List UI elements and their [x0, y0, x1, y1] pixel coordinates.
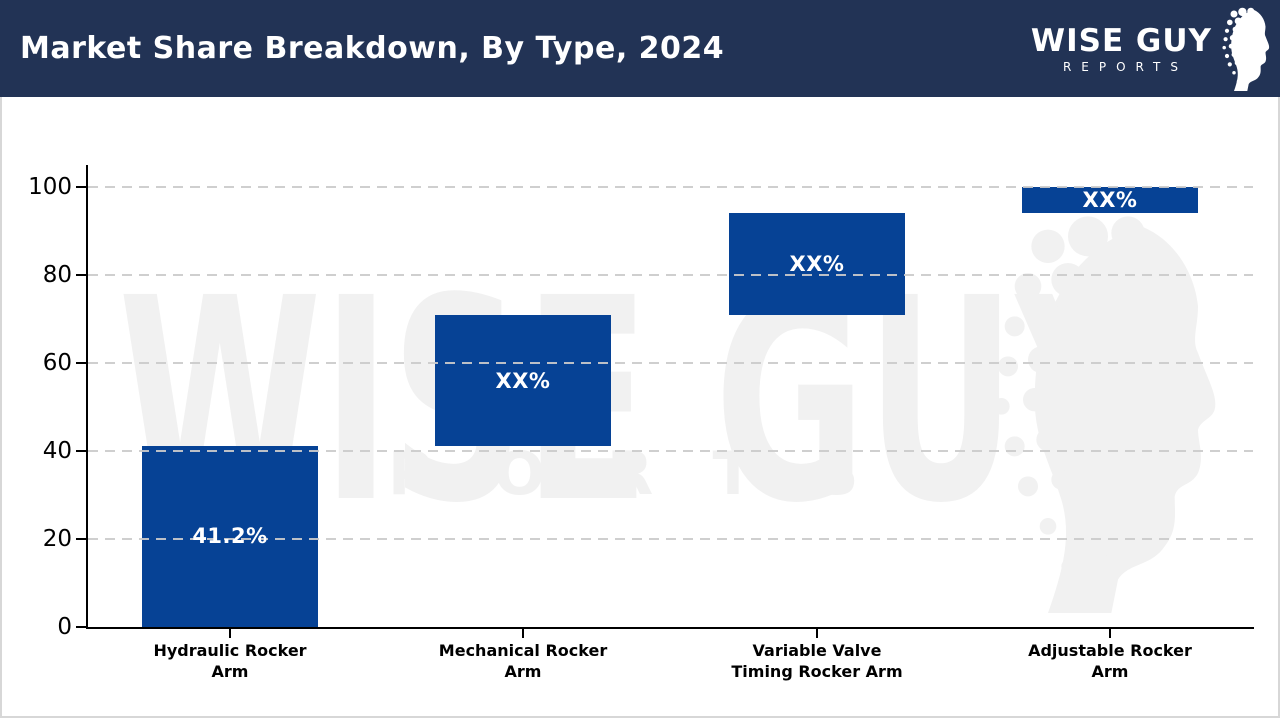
y-tick-label: 0	[57, 614, 72, 640]
x-tick-label-line: Timing Rocker Arm	[731, 662, 903, 681]
x-tick-mark	[522, 629, 524, 638]
x-tick-label-line: Adjustable Rocker	[1028, 641, 1192, 660]
x-tick-label-line: Hydraulic Rocker	[153, 641, 307, 660]
y-tick-label: 20	[42, 526, 72, 552]
bar-segment	[1022, 187, 1198, 214]
page-title: Market Share Breakdown, By Type, 2024	[20, 31, 725, 66]
y-tick-mark	[76, 274, 86, 276]
x-tick-mark	[1109, 629, 1111, 638]
x-tick-label-line: Arm	[1091, 662, 1129, 681]
y-tick-label: 80	[42, 262, 72, 288]
y-tick-mark	[76, 362, 86, 364]
watermark-face-icon	[993, 216, 1216, 613]
bar-value-label: 41.2%	[192, 524, 268, 549]
y-tick-mark	[76, 450, 86, 452]
gridline	[88, 450, 1253, 452]
gridline	[88, 362, 1253, 364]
brand-tagline: REPORTS	[1062, 59, 1188, 74]
x-tick-mark	[229, 629, 231, 638]
y-tick-mark	[76, 538, 86, 540]
frame-border-left	[0, 97, 2, 717]
x-tick-label: Mechanical Rocker Arm	[393, 640, 653, 682]
header-bar: Market Share Breakdown, By Type, 2024 WI…	[0, 0, 1280, 97]
x-tick-mark	[816, 629, 818, 638]
gridline	[88, 538, 1253, 540]
bar-value-label: XX%	[789, 252, 845, 277]
gridline	[88, 186, 1253, 188]
brand-logo: WISE GUY REPORTS	[1031, 5, 1270, 93]
x-tick-label: Adjustable Rocker Arm	[980, 640, 1240, 682]
y-tick-label: 60	[42, 350, 72, 376]
frame-border-bottom	[0, 716, 1280, 718]
y-tick-label: 100	[28, 174, 72, 200]
bar-value-label: XX%	[495, 368, 551, 393]
y-tick-label: 40	[42, 438, 72, 464]
x-tick-label-line: Arm	[504, 662, 542, 681]
bar-value-label: XX%	[1082, 188, 1138, 213]
x-tick-label-line: Mechanical Rocker	[438, 641, 608, 660]
x-tick-label-line: Arm	[211, 662, 249, 681]
brand-name: WISE GUY	[1030, 22, 1212, 59]
frame-border-right	[1278, 97, 1280, 717]
x-axis-spine	[86, 627, 1254, 629]
x-tick-label-line: Variable Valve	[752, 641, 882, 660]
bar-segment	[729, 213, 905, 316]
gridline	[88, 274, 1253, 276]
brand-face-icon	[1222, 7, 1270, 91]
watermark-subtext: PORTS	[388, 439, 921, 509]
y-tick-mark	[76, 626, 86, 628]
x-tick-label: Hydraulic Rocker Arm	[100, 640, 360, 682]
brand-logo-text: WISE GUY REPORTS	[1030, 22, 1212, 74]
bar-segment	[142, 445, 318, 627]
bar-segment	[435, 315, 611, 446]
y-tick-mark	[76, 186, 86, 188]
x-tick-label: Variable Valve Timing Rocker Arm	[687, 640, 947, 682]
y-axis-spine	[86, 165, 88, 629]
